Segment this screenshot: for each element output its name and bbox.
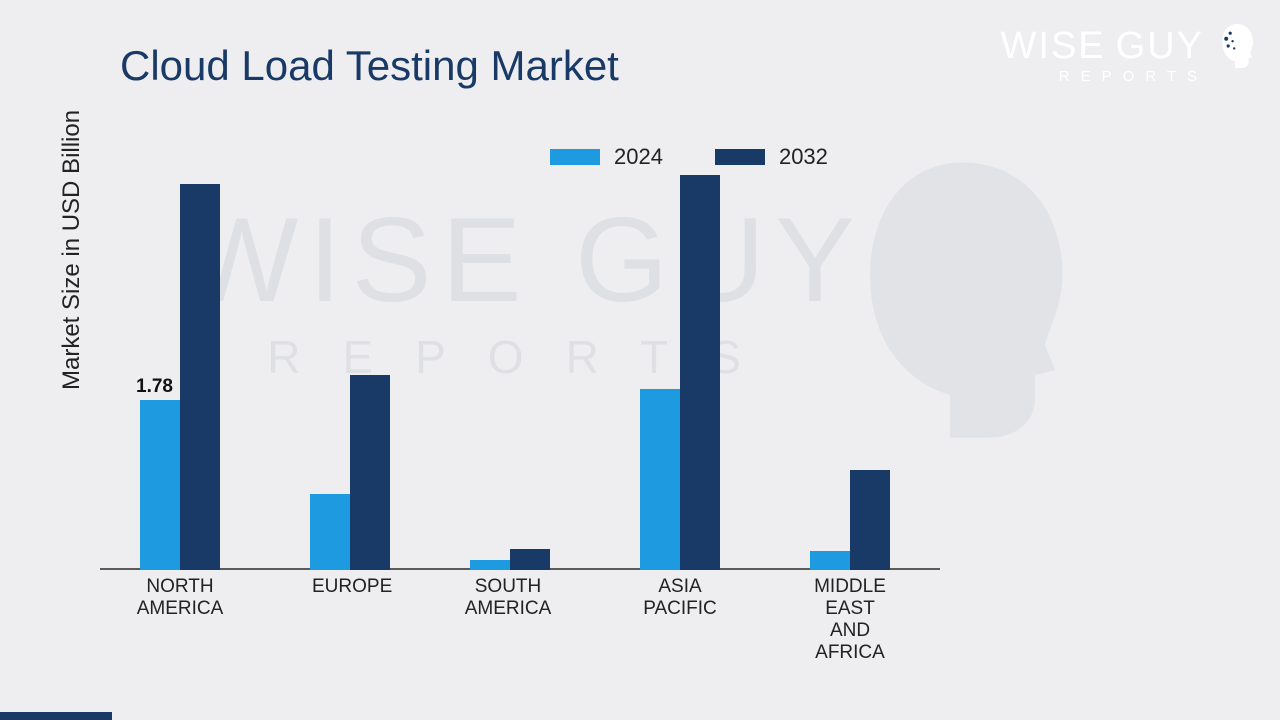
y-axis-label: Market Size in USD Billion: [58, 110, 86, 390]
brand-word-2: GUY: [1116, 25, 1204, 68]
category-label: NORTHAMERICA: [125, 576, 235, 620]
legend-item-2024: 2024: [550, 144, 663, 170]
legend-swatch-2032: [715, 149, 765, 165]
category-label: EUROPE: [312, 576, 392, 598]
legend-swatch-2024: [550, 149, 600, 165]
page-root: WISE GUY REPORTS WISE GUY REPORTS Cloud …: [0, 0, 1280, 720]
bar-2032: [850, 470, 890, 570]
bar-value-label: 1.78: [136, 376, 173, 398]
bar-2024: [470, 560, 510, 570]
bar-group: [470, 549, 550, 570]
category-labels: NORTHAMERICA EUROPE SOUTHAMERICA ASIAPACIFI…: [100, 572, 940, 692]
bar-2024: [310, 494, 350, 570]
bar-2024: [810, 551, 850, 570]
bar-2032: [510, 549, 550, 570]
brand-head-icon: [1214, 22, 1256, 70]
bar-chart: [100, 170, 940, 570]
brand-logo: WISE GUY REPORTS: [996, 22, 1256, 85]
brand-word-1: WISE: [1001, 25, 1106, 68]
category-label: SOUTHAMERICA: [458, 576, 558, 620]
bar-2032: [680, 175, 720, 570]
bar-2032: [180, 184, 220, 570]
bar-group: [310, 375, 390, 570]
legend-label-2032: 2032: [779, 144, 828, 170]
chart-legend: 2024 2032: [550, 144, 828, 170]
brand-sub: REPORTS: [996, 68, 1208, 85]
bar-group: [640, 175, 720, 570]
bar-2024: [640, 389, 680, 570]
bar-group: [810, 470, 890, 570]
legend-label-2024: 2024: [614, 144, 663, 170]
category-label: ASIAPACIFIC: [640, 576, 720, 620]
category-label: MIDDLEEASTANDAFRICA: [800, 576, 900, 663]
bar-2032: [350, 375, 390, 570]
legend-item-2032: 2032: [715, 144, 828, 170]
bar-2024: [140, 400, 180, 570]
chart-title: Cloud Load Testing Market: [120, 42, 619, 90]
bottom-accent-bar: [0, 712, 112, 720]
